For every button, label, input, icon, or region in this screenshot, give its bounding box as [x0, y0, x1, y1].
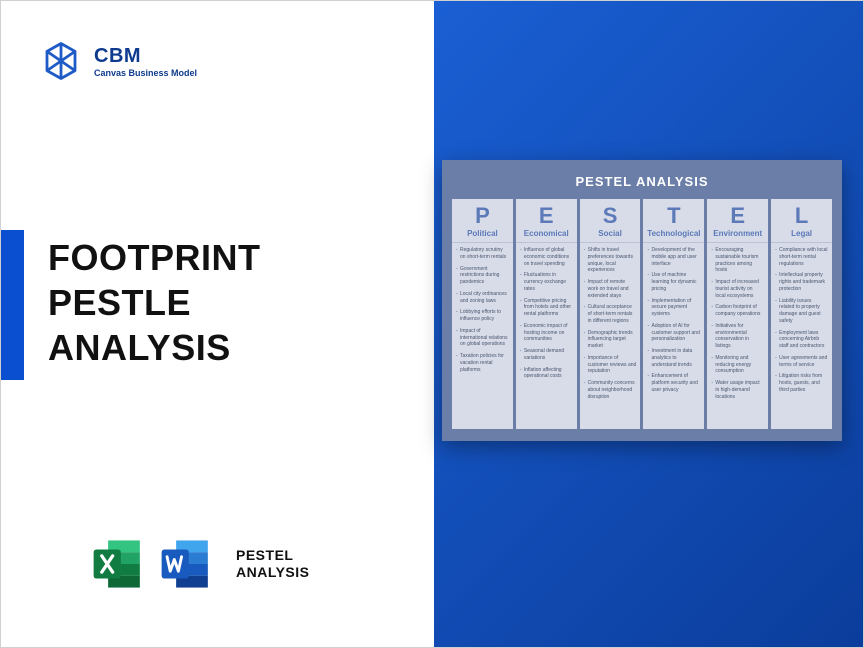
pestel-column-letter: T — [643, 199, 704, 229]
pestel-item: Employment laws concerning Airbnb staff … — [775, 330, 828, 350]
office-label-line: PESTEL — [236, 547, 293, 563]
office-icons-row: PESTEL ANALYSIS — [90, 535, 310, 593]
pestel-item: Cultural acceptance of short-term rental… — [584, 304, 637, 324]
excel-icon — [90, 535, 148, 593]
word-icon — [158, 535, 216, 593]
pestel-item: User agreements and terms of service — [775, 355, 828, 369]
cbm-logo-icon — [40, 40, 82, 82]
pestel-item: Demographic trends influencing target ma… — [584, 330, 637, 350]
pestel-item: Development of the mobile app and user i… — [647, 247, 700, 267]
pestel-item: Government restrictions during pandemics — [456, 266, 509, 286]
pestel-item: Liability issues related to property dam… — [775, 298, 828, 325]
accent-bar — [0, 230, 24, 380]
pestel-item: Lobbying efforts to influence policy — [456, 309, 509, 323]
pestel-item: Water usage impact in high-demand locati… — [711, 380, 764, 400]
pestel-item: Impact of increased tourist activity on … — [711, 279, 764, 299]
pestel-item-list: Development of the mobile app and user i… — [643, 247, 704, 394]
pestel-item: Influence of global economic conditions … — [520, 247, 573, 267]
pestel-column: PPolitical Regulatory scrutiny on short-t… — [452, 199, 513, 429]
pestel-item: Monitoring and reducing energy consumpti… — [711, 355, 764, 375]
pestel-item: Community concerns about neighborhood di… — [584, 380, 637, 400]
pestel-item-list: Regulatory scrutiny on short-term rental… — [452, 247, 513, 373]
pestel-item-list: Compliance with local short-term rental … — [771, 247, 832, 394]
pestel-column: SSocial Shifts in travel preferences towa… — [580, 199, 641, 429]
pestel-item: Investment in data analytics to understa… — [647, 348, 700, 368]
pestel-column-letter: E — [707, 199, 768, 229]
pestel-item: Adoption of AI for customer support and … — [647, 323, 700, 343]
pestel-column-heading: Legal — [771, 229, 832, 243]
pestel-item: Fluctuations in currency exchange rates — [520, 272, 573, 292]
pestel-item: Intellectual property rights and tradema… — [775, 272, 828, 292]
pestel-item: Taxation policies for vacation rental pl… — [456, 353, 509, 373]
pestel-column-letter: S — [580, 199, 641, 229]
brand-logo: CBM Canvas Business Model — [40, 40, 197, 82]
pestel-item-list: Shifts in travel preferences towards uni… — [580, 247, 641, 400]
pestel-item: Shifts in travel preferences towards uni… — [584, 247, 637, 274]
pestel-column-heading: Economical — [516, 229, 577, 243]
pestel-card-title: PESTEL ANALYSIS — [452, 170, 832, 199]
pestel-item: Implementation of secure payment systems — [647, 298, 700, 318]
pestel-item: Enhancement of platform security and use… — [647, 373, 700, 393]
pestel-item: Competitive pricing from hotels and othe… — [520, 298, 573, 318]
pestel-grid: PPolitical Regulatory scrutiny on short-t… — [452, 199, 832, 429]
pestel-column: EEconomical Influence of global economic … — [516, 199, 577, 429]
title-line: PESTLE — [48, 282, 191, 323]
page-title: FOOTPRINT PESTLE ANALYSIS — [48, 235, 260, 370]
pestel-column-heading: Environment — [707, 229, 768, 243]
pestel-item-list: Influence of global economic conditions … — [516, 247, 577, 380]
pestel-card: PESTEL ANALYSIS PPolitical Regulatory scr… — [442, 160, 842, 441]
pestel-item: Use of machine learning for dynamic pric… — [647, 272, 700, 292]
pestel-item: Compliance with local short-term rental … — [775, 247, 828, 267]
pestel-item: Carbon footprint of company operations — [711, 304, 764, 318]
pestel-column-heading: Technological — [643, 229, 704, 243]
pestel-item: Impact of remote work on travel and exte… — [584, 279, 637, 299]
pestel-item: Local city ordinances and zoning laws — [456, 291, 509, 305]
pestel-item: Inflation affecting operational costs — [520, 367, 573, 381]
pestel-item: Regulatory scrutiny on short-term rental… — [456, 247, 509, 261]
office-label: PESTEL ANALYSIS — [236, 547, 310, 581]
title-line: ANALYSIS — [48, 327, 231, 368]
pestel-column-letter: E — [516, 199, 577, 229]
pestel-column: LLegal Compliance with local short-term r… — [771, 199, 832, 429]
pestel-column-heading: Social — [580, 229, 641, 243]
pestel-column-heading: Political — [452, 229, 513, 243]
pestel-item: Impact of international relations on glo… — [456, 328, 509, 348]
brand-tagline: Canvas Business Model — [94, 68, 197, 78]
office-label-line: ANALYSIS — [236, 564, 310, 580]
pestel-item-list: Encouraging sustainable tourism practice… — [707, 247, 768, 400]
pestel-item: Initiatives for environmental conservati… — [711, 323, 764, 350]
pestel-column: EEnvironment Encouraging sustainable tour… — [707, 199, 768, 429]
pestel-column: TTechnological Development of the mobile … — [643, 199, 704, 429]
title-line: FOOTPRINT — [48, 237, 260, 278]
pestel-column-letter: L — [771, 199, 832, 229]
pestel-item: Economic impact of hosting income on com… — [520, 323, 573, 343]
pestel-item: Importance of customer reviews and reput… — [584, 355, 637, 375]
pestel-column-letter: P — [452, 199, 513, 229]
brand-name: CBM — [94, 45, 197, 68]
pestel-item: Seasonal demand variations — [520, 348, 573, 362]
pestel-item: Litigation risks from hosts, guests, and… — [775, 373, 828, 393]
pestel-item: Encouraging sustainable tourism practice… — [711, 247, 764, 274]
